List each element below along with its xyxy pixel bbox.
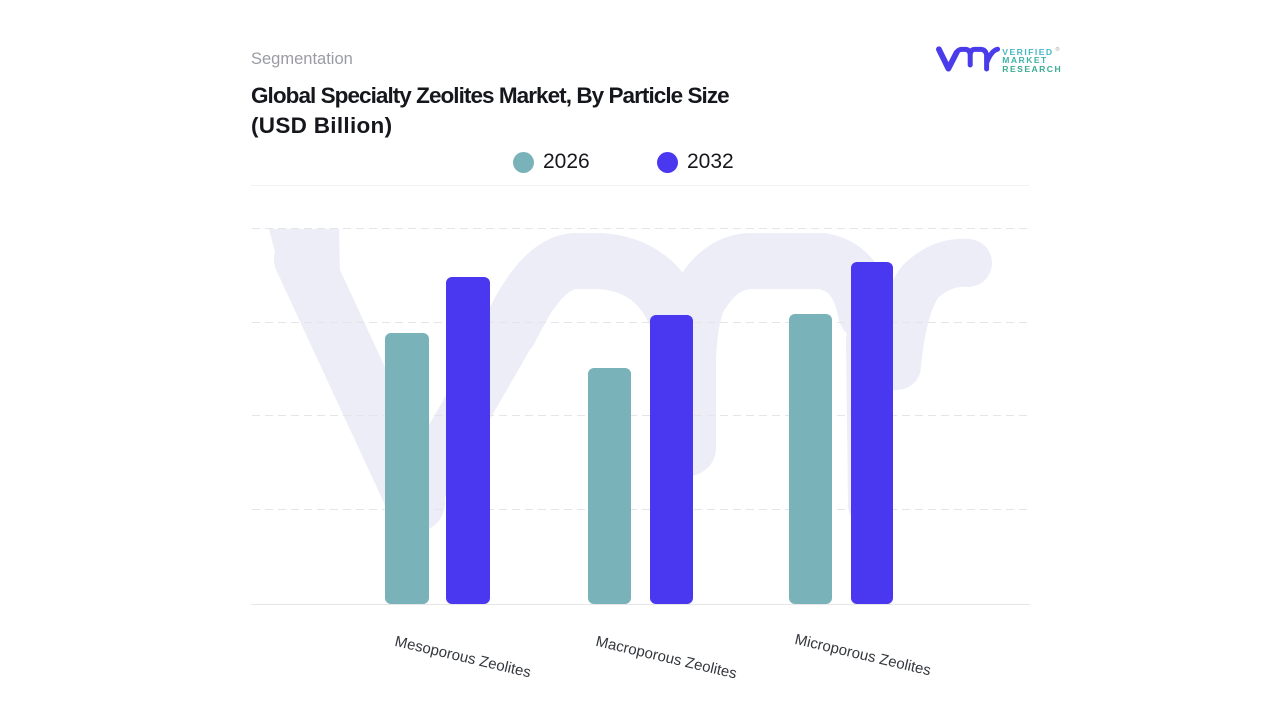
svg-text:RESEARCH: RESEARCH: [1002, 64, 1062, 74]
svg-text:MARKET: MARKET: [1002, 55, 1047, 65]
svg-text:®: ®: [1056, 46, 1060, 53]
svg-text:VERIFIED: VERIFIED: [1002, 47, 1053, 57]
